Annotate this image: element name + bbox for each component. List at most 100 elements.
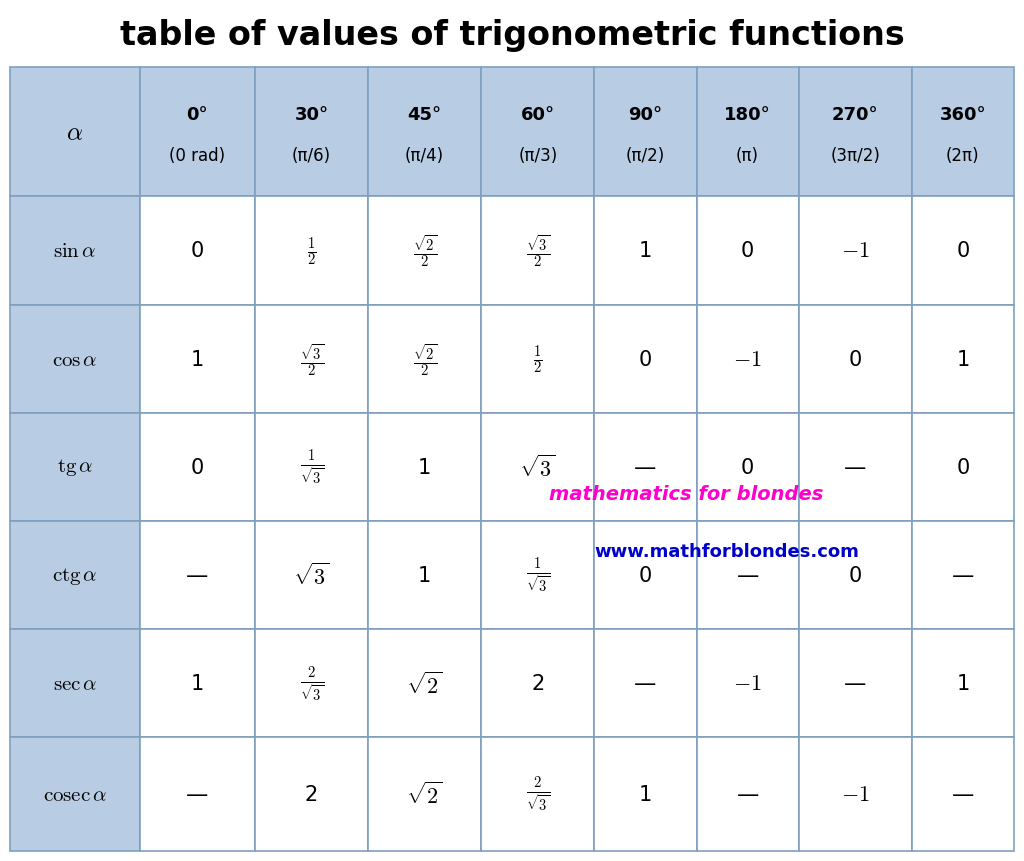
Text: 270°: 270° (831, 105, 879, 123)
Text: 1: 1 (639, 241, 652, 261)
Text: (3π/2): (3π/2) (830, 146, 881, 164)
Text: $-1$: $-1$ (733, 350, 762, 369)
Bar (696, 68, 799, 197)
Bar (368, 738, 481, 851)
Bar (799, 305, 911, 413)
Bar (255, 305, 368, 413)
Bar (481, 413, 594, 521)
Text: $\frac{1}{2}$: $\frac{1}{2}$ (307, 235, 316, 268)
Text: —: — (186, 566, 209, 585)
Bar (368, 629, 481, 738)
Text: 1: 1 (956, 350, 970, 369)
Bar (799, 738, 911, 851)
Bar (594, 68, 696, 197)
Text: 0: 0 (956, 457, 970, 477)
Text: 1: 1 (190, 350, 204, 369)
Bar (368, 197, 481, 305)
Bar (594, 305, 696, 413)
Text: $\frac{\sqrt{3}}{2}$: $\frac{\sqrt{3}}{2}$ (300, 341, 324, 377)
Text: $\frac{2}{\sqrt{3}}$: $\frac{2}{\sqrt{3}}$ (525, 775, 550, 814)
Text: $\mathrm{ctg}\,\alpha$: $\mathrm{ctg}\,\alpha$ (52, 565, 97, 585)
Text: —: — (634, 673, 656, 693)
Text: 1: 1 (190, 673, 204, 693)
Bar (368, 305, 481, 413)
Text: —: — (844, 673, 866, 693)
Text: $\frac{\sqrt{2}}{2}$: $\frac{\sqrt{2}}{2}$ (413, 233, 436, 269)
Text: $\mathrm{cosec}\,\alpha$: $\mathrm{cosec}\,\alpha$ (43, 784, 106, 804)
Text: 60°: 60° (521, 105, 555, 123)
Text: $\alpha$: $\alpha$ (67, 121, 83, 145)
Text: (π/6): (π/6) (292, 146, 331, 164)
Text: (π/4): (π/4) (406, 146, 444, 164)
Text: (π/2): (π/2) (626, 146, 666, 164)
Text: 0: 0 (849, 566, 862, 585)
Bar (10, 68, 139, 197)
Text: $-1$: $-1$ (733, 673, 762, 693)
Text: 2: 2 (305, 784, 318, 804)
Text: 0: 0 (190, 457, 204, 477)
Bar (911, 521, 1014, 629)
Text: 30°: 30° (295, 105, 329, 123)
Text: (0 rad): (0 rad) (169, 146, 225, 164)
Bar (481, 738, 594, 851)
Bar (696, 413, 799, 521)
Bar (594, 629, 696, 738)
Bar (368, 68, 481, 197)
Bar (696, 738, 799, 851)
Text: —: — (186, 784, 209, 804)
Text: (π/3): (π/3) (518, 146, 557, 164)
Bar (594, 197, 696, 305)
Text: table of values of trigonometric functions: table of values of trigonometric functio… (120, 20, 904, 53)
Text: 0°: 0° (186, 105, 208, 123)
Bar (696, 629, 799, 738)
Bar (255, 521, 368, 629)
Bar (139, 738, 255, 851)
Text: —: — (951, 566, 974, 585)
Text: 0: 0 (190, 241, 204, 261)
Bar (139, 629, 255, 738)
Bar (255, 738, 368, 851)
Bar (255, 413, 368, 521)
Bar (139, 197, 255, 305)
Text: $\frac{1}{\sqrt{3}}$: $\frac{1}{\sqrt{3}}$ (525, 556, 550, 595)
Bar (911, 413, 1014, 521)
Text: $\cos\alpha$: $\cos\alpha$ (52, 350, 97, 369)
Bar (799, 521, 911, 629)
Bar (139, 68, 255, 197)
Bar (481, 68, 594, 197)
Text: 360°: 360° (940, 105, 986, 123)
Bar (255, 68, 368, 197)
Bar (799, 629, 911, 738)
Text: 0: 0 (849, 350, 862, 369)
Text: (π): (π) (736, 146, 759, 164)
Bar (594, 521, 696, 629)
Bar (481, 629, 594, 738)
Bar (10, 413, 139, 521)
Text: $\mathrm{tg}\,\alpha$: $\mathrm{tg}\,\alpha$ (56, 457, 93, 478)
Text: —: — (951, 784, 974, 804)
Text: $\sec\alpha$: $\sec\alpha$ (52, 673, 97, 693)
Bar (696, 305, 799, 413)
Text: $\sqrt{2}$: $\sqrt{2}$ (407, 781, 443, 808)
Bar (481, 197, 594, 305)
Bar (799, 68, 911, 197)
Bar (911, 68, 1014, 197)
Text: $-1$: $-1$ (841, 241, 869, 261)
Text: 1: 1 (418, 566, 431, 585)
Bar (10, 305, 139, 413)
Bar (255, 629, 368, 738)
Text: $\sqrt{3}$: $\sqrt{3}$ (293, 562, 330, 589)
Text: $\frac{\sqrt{3}}{2}$: $\frac{\sqrt{3}}{2}$ (525, 233, 550, 269)
Bar (368, 521, 481, 629)
Text: 1: 1 (956, 673, 970, 693)
Text: 1: 1 (418, 457, 431, 477)
Text: 0: 0 (639, 350, 652, 369)
Bar (594, 738, 696, 851)
Bar (696, 521, 799, 629)
Text: $\frac{1}{2}$: $\frac{1}{2}$ (534, 343, 543, 375)
Text: 0: 0 (639, 566, 652, 585)
Bar (139, 521, 255, 629)
Text: —: — (736, 784, 759, 804)
Text: (2π): (2π) (946, 146, 980, 164)
Bar (139, 305, 255, 413)
